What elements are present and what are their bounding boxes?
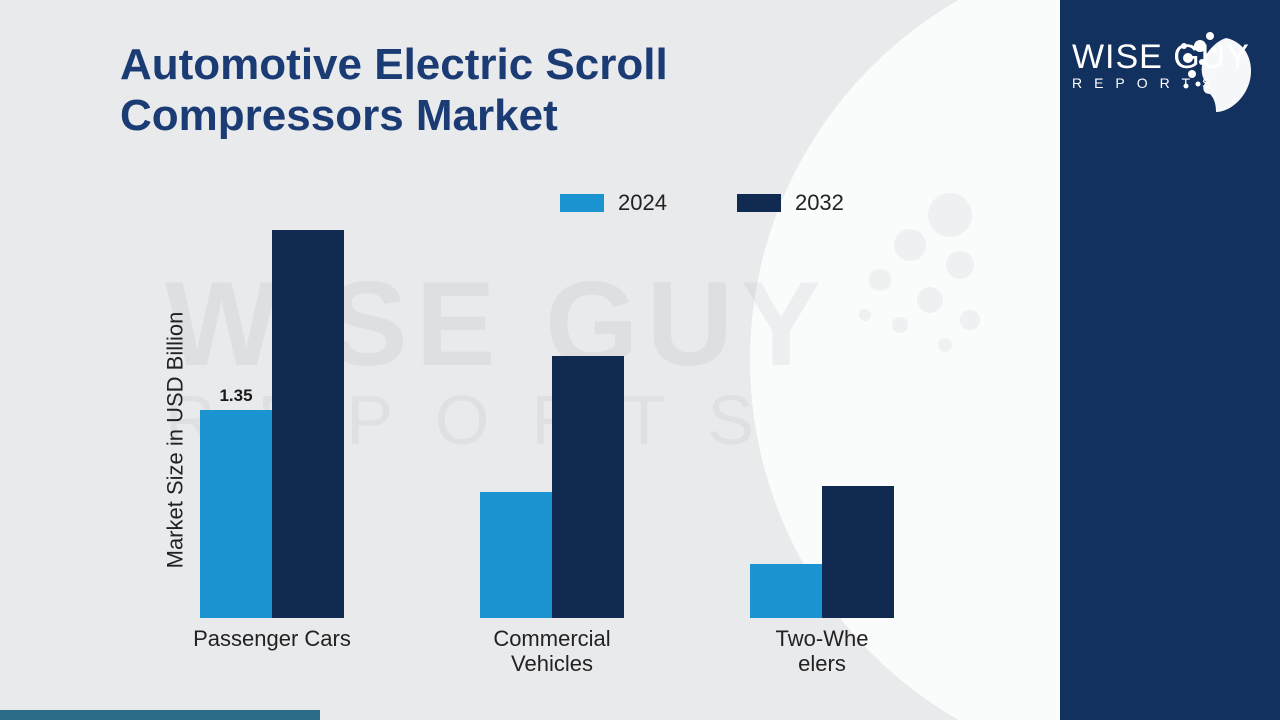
legend-swatch-2032 xyxy=(737,194,781,212)
bar-chart: Market Size in USD Billion 1.35Passenger… xyxy=(85,220,955,660)
x-axis-category-label: Passenger Cars xyxy=(177,626,367,651)
legend-swatch-2024 xyxy=(560,194,604,212)
legend: 2024 2032 xyxy=(560,190,844,216)
chart-title: Automotive Electric Scroll Compressors M… xyxy=(120,40,820,141)
bar xyxy=(272,230,344,618)
plot-area: 1.35Passenger CarsCommercial VehiclesTwo… xyxy=(140,220,950,620)
bottom-accent-bar xyxy=(0,710,320,720)
chart-canvas: WISE GUY REPORTS Automotive Electric Scr… xyxy=(0,0,1280,720)
brand-head-icon xyxy=(1180,32,1258,120)
legend-item: 2032 xyxy=(737,190,844,216)
bar xyxy=(552,356,624,618)
legend-label: 2032 xyxy=(795,190,844,216)
bar xyxy=(480,492,552,618)
x-axis-category-label: Two-Wheelers xyxy=(727,626,917,677)
legend-label: 2024 xyxy=(618,190,667,216)
bar-value-label: 1.35 xyxy=(200,386,272,406)
legend-item: 2024 xyxy=(560,190,667,216)
bar xyxy=(822,486,894,618)
bar xyxy=(750,564,822,618)
x-axis-category-label: Commercial Vehicles xyxy=(457,626,647,677)
brand-logo: WISE GUY REPORTS xyxy=(1072,38,1250,91)
bar: 1.35 xyxy=(200,410,272,618)
